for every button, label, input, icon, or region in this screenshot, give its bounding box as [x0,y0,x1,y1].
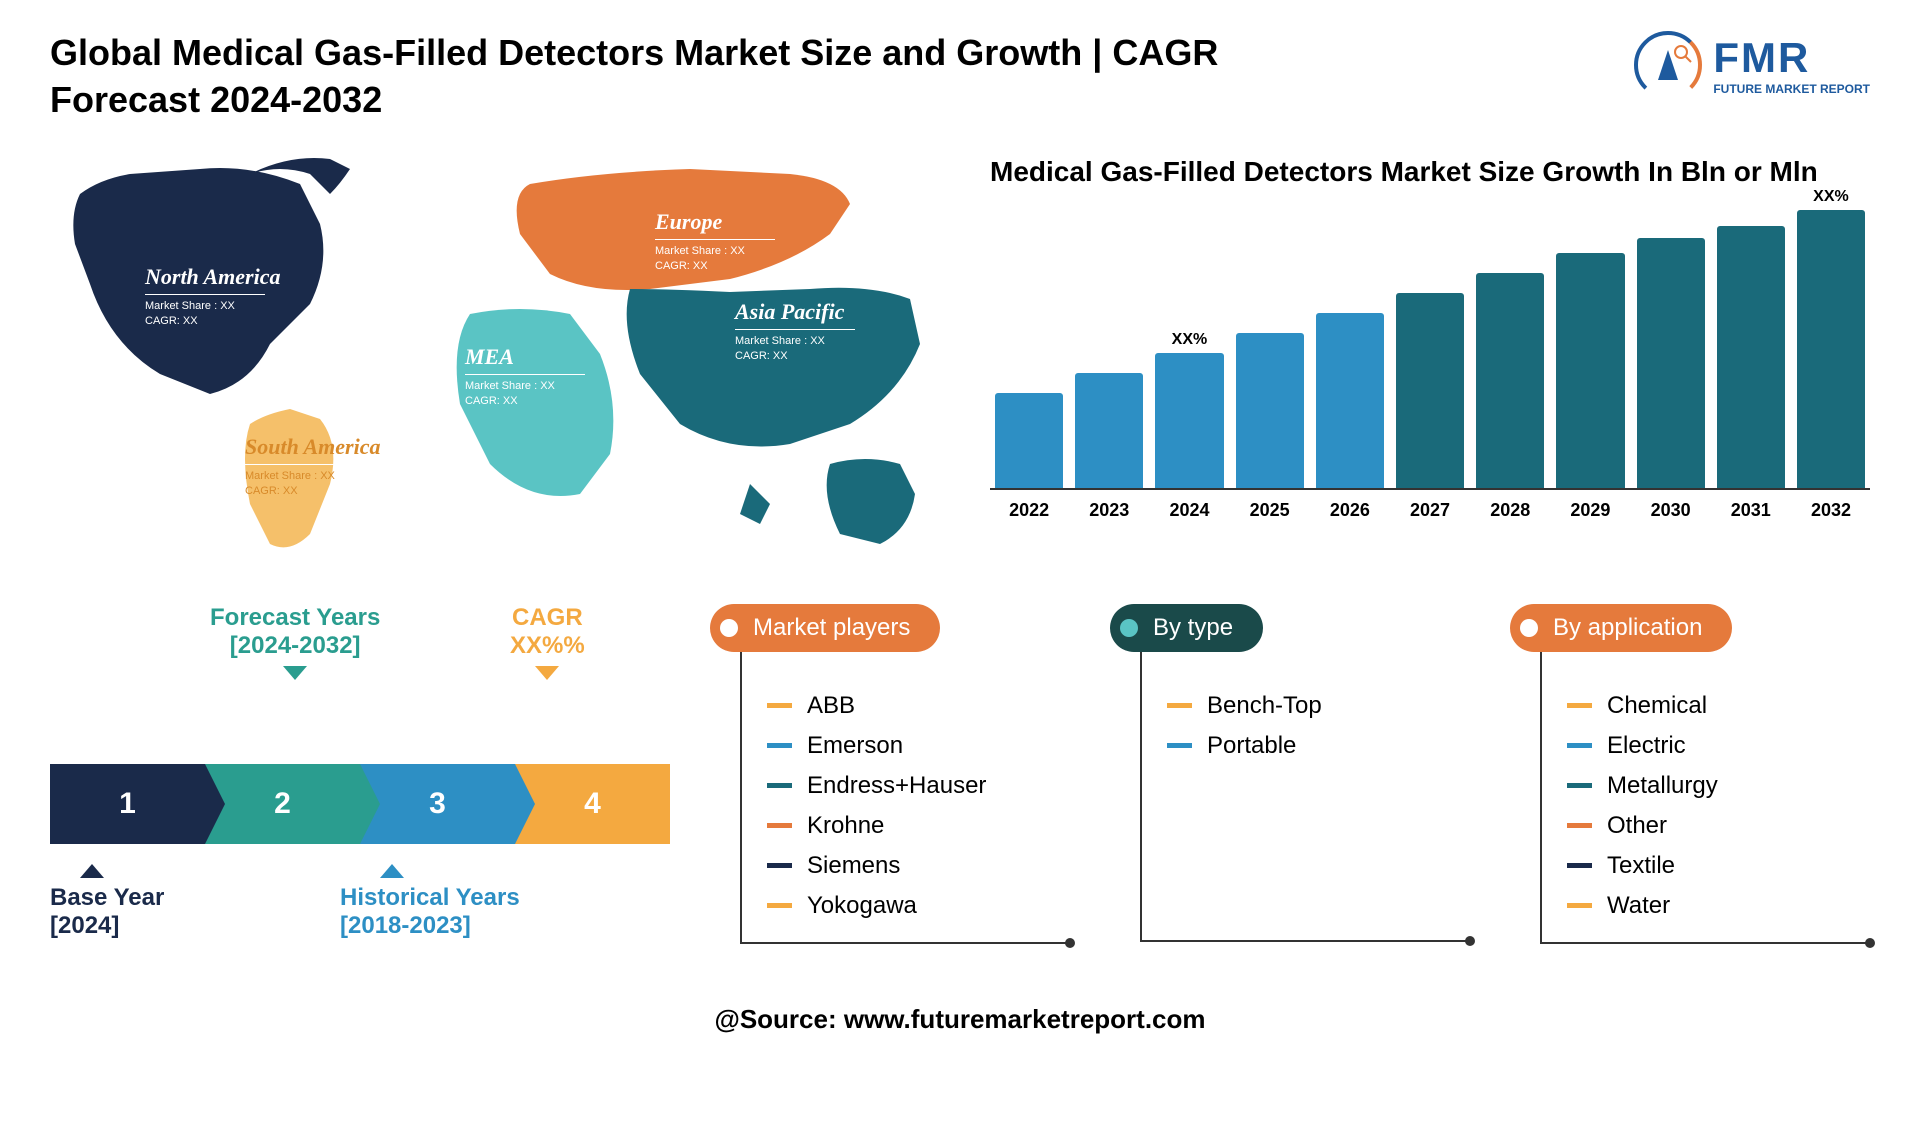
timeline: Forecast Years [2024-2032] CAGR XX%% 123… [50,604,670,944]
logo-main: FMR [1713,34,1870,82]
bar-group [1637,238,1705,488]
bar-chart: Medical Gas-Filled Detectors Market Size… [990,144,1870,564]
bar [1396,293,1464,488]
dash-icon [767,863,792,868]
bar-group [1396,293,1464,488]
dash-icon [1167,743,1192,748]
bar [1637,238,1705,488]
cagr-label: CAGR XX%% [510,604,585,680]
bar [1476,273,1544,488]
region-label: MEA Market Share : XX CAGR: XX [465,344,585,410]
market-players-pill: Market players [710,604,940,652]
list-item: ABB [767,692,1070,720]
region-label: Europe Market Share : XX CAGR: XX [655,209,775,275]
list-item: Chemical [1567,692,1870,720]
list-item: Electric [1567,732,1870,760]
dash-icon [767,743,792,748]
list-item: Bench-Top [1167,692,1470,720]
region-label: South America Market Share : XX CAGR: XX [245,434,381,500]
pill-dot-icon [720,619,738,637]
up-arrow-icon [380,864,404,878]
top-section: North America Market Share : XX CAGR: XX… [50,144,1870,564]
down-arrow-icon [283,666,307,680]
dash-icon [767,823,792,828]
fmr-logo-icon [1633,30,1703,100]
bar-group [1075,373,1143,488]
by-application-pill: By application [1510,604,1732,652]
world-map: North America Market Share : XX CAGR: XX… [50,144,950,564]
bar [1797,210,1865,488]
bar-group [1236,333,1304,488]
by-type-section: By type Bench-Top Portable [1110,604,1470,944]
bar [1075,373,1143,488]
bottom-section: Forecast Years [2024-2032] CAGR XX%% 123… [50,604,1870,944]
application-list: Chemical Electric Metallurgy Other Textile Wa… [1540,682,1870,944]
list-item: Water [1567,892,1870,920]
by-application-section: By application Chemical Electric Metallurg… [1510,604,1870,944]
timeline-segment: 2 [205,764,360,844]
logo-text: FMR FUTURE MARKET REPORT [1713,34,1870,96]
bar [1236,333,1304,488]
bar-group: XX% [1797,188,1865,488]
list-item: Other [1567,812,1870,840]
pill-dot-icon [1520,619,1538,637]
dash-icon [1167,703,1192,708]
list-item: Siemens [767,852,1070,880]
chart-title: Medical Gas-Filled Detectors Market Size… [990,154,1870,190]
bar-group: XX% [1155,331,1223,488]
bar [995,393,1063,488]
timeline-segment: 1 [50,764,205,844]
dash-icon [1567,823,1592,828]
dash-icon [1567,703,1592,708]
list-item: Yokogawa [767,892,1070,920]
chart-year-labels: 2022202320242025202620272028202920302031… [990,490,1870,521]
bar-group [1316,313,1384,488]
bar-group [1556,253,1624,488]
list-item: Portable [1167,732,1470,760]
bar [1556,253,1624,488]
page-title: Global Medical Gas-Filled Detectors Mark… [50,30,1350,124]
dash-icon [1567,743,1592,748]
list-item: Endress+Hauser [767,772,1070,800]
dash-icon [767,703,792,708]
market-players-section: Market players ABB Emerson Endress+Hauser K… [710,604,1070,944]
list-item: Krohne [767,812,1070,840]
historical-label: Historical Years [2018-2023] [340,864,520,940]
logo-sub: FUTURE MARKET REPORT [1713,82,1870,96]
dash-icon [1567,783,1592,788]
players-list: ABB Emerson Endress+Hauser Krohne Siemens Yok… [740,682,1070,944]
dash-icon [767,783,792,788]
down-arrow-icon [535,666,559,680]
bar-group [1476,273,1544,488]
region-label: North America Market Share : XX CAGR: XX [145,264,280,330]
forecast-label: Forecast Years [2024-2032] [210,604,380,680]
dash-icon [1567,903,1592,908]
dash-icon [767,903,792,908]
pill-dot-icon [1120,619,1138,637]
timeline-segment: 3 [360,764,515,844]
bar [1717,226,1785,488]
list-item: Textile [1567,852,1870,880]
bar [1155,353,1223,488]
bar [1316,313,1384,488]
type-list: Bench-Top Portable [1140,682,1470,942]
list-item: Emerson [767,732,1070,760]
by-type-pill: By type [1110,604,1263,652]
base-year-label: Base Year [2024] [50,864,164,940]
list-item: Metallurgy [1567,772,1870,800]
bar-group [1717,226,1785,488]
bar-group [995,393,1063,488]
region-label: Asia Pacific Market Share : XX CAGR: XX [735,299,855,365]
timeline-segment: 4 [515,764,670,844]
logo: FMR FUTURE MARKET REPORT [1633,30,1870,100]
dash-icon [1567,863,1592,868]
chart-bars: XX% XX% [990,210,1870,490]
timeline-bar: 1234 [50,764,670,844]
source-attribution: @Source: www.futuremarketreport.com [50,1004,1870,1035]
header: Global Medical Gas-Filled Detectors Mark… [50,30,1870,124]
up-arrow-icon [80,864,104,878]
